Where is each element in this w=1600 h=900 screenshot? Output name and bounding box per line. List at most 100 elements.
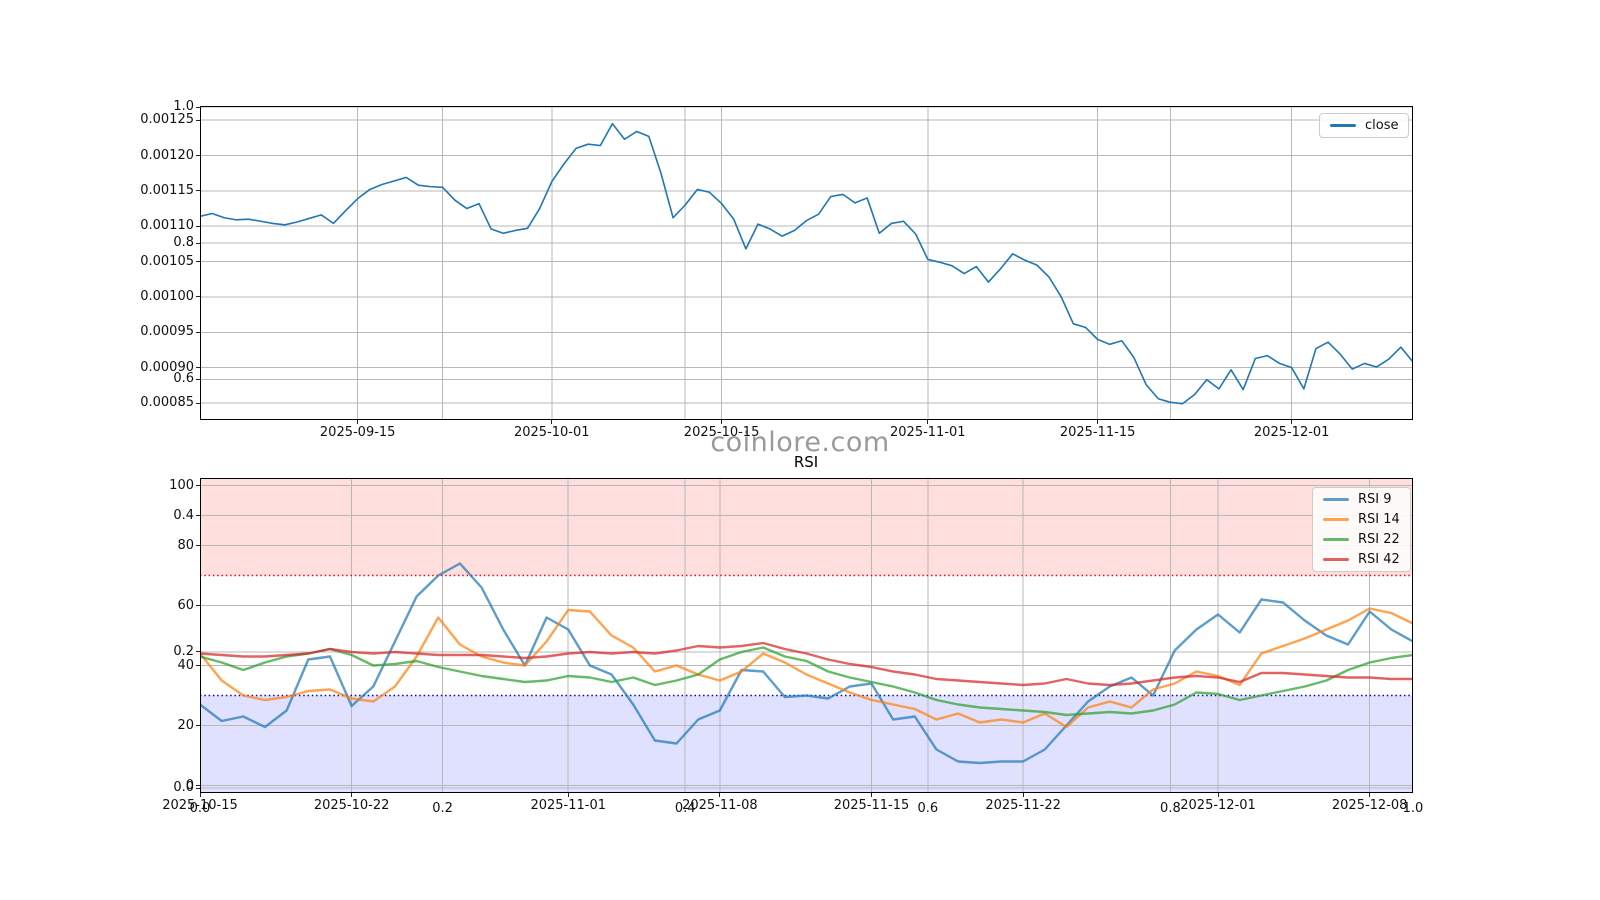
close-chart-legend: close [1319, 113, 1410, 138]
hidden-axis-y-tick-label: 0.6 [173, 371, 194, 387]
x-tick-label: 2025-11-08 [682, 798, 758, 813]
legend-label: RSI 42 [1358, 552, 1400, 567]
legend-entry: RSI 14 [1323, 512, 1400, 527]
hidden-axis-x-tick-label: 0.2 [432, 801, 453, 816]
axes-border [200, 106, 1413, 420]
hidden-axis-x-tick-label: 0.6 [917, 801, 939, 816]
axis-tick-mark [196, 651, 200, 653]
axis-tick-mark [1022, 793, 1024, 797]
axis-tick-mark [196, 785, 200, 786]
hidden-axis-x-tick-label: 0.0 [189, 801, 211, 816]
axis-tick-mark [357, 420, 359, 424]
legend-label: close [1365, 118, 1399, 133]
legend-entry: RSI 42 [1323, 552, 1400, 567]
axis-tick-mark [196, 725, 200, 726]
y-tick-label: 0.00115 [140, 182, 194, 198]
axis-tick-mark [196, 190, 200, 192]
legend-entry: RSI 22 [1323, 532, 1400, 547]
x-tick-label: 2025-12-01 [1180, 798, 1256, 813]
x-tick-label: 2025-11-15 [833, 798, 910, 813]
axis-tick-mark [196, 296, 200, 298]
legend-line-swatch [1323, 558, 1349, 561]
x-tick-label: 2025-09-15 [319, 425, 396, 440]
axis-tick-mark [196, 545, 200, 546]
close-price-chart [200, 106, 1413, 420]
y-tick-label: 0.00105 [140, 253, 194, 269]
x-tick-label: 2025-10-15 [162, 798, 238, 813]
hidden-axis-x-tick-label: 0.8 [1160, 801, 1181, 816]
oversold-band [200, 695, 1413, 793]
legend-label: RSI 14 [1358, 512, 1400, 527]
y-tick-label: 0.00125 [140, 112, 194, 128]
close-line [200, 122, 1413, 405]
legend-label: RSI 22 [1358, 532, 1400, 547]
rsi-14-line [200, 607, 1413, 729]
axis-tick-mark [199, 793, 201, 797]
legend-entry: RSI 9 [1323, 492, 1400, 507]
hidden-axis-y-tick-label: 0.0 [173, 780, 194, 795]
hidden-axis-y-tick-label: 0.8 [173, 235, 194, 251]
legend-entry: close [1330, 118, 1398, 133]
axis-tick-mark [927, 420, 929, 424]
x-tick-label: 2025-10-15 [683, 425, 760, 440]
hidden-axis-y-tick-label: 1.0 [173, 99, 194, 114]
x-tick-label: 2025-10-22 [313, 798, 390, 813]
axis-tick-mark [196, 261, 200, 263]
x-tick-label: 2025-12-08 [1331, 798, 1408, 813]
x-tick-label: 2025-11-01 [530, 798, 606, 813]
y-tick-label: 20 [177, 717, 194, 733]
overbought-band [200, 478, 1413, 576]
axis-tick-mark [1291, 420, 1293, 424]
y-tick-label: 0.00100 [140, 288, 194, 304]
legend-line-swatch [1323, 538, 1349, 541]
y-tick-label: 0.00085 [140, 395, 194, 411]
y-tick-label: 80 [177, 537, 194, 553]
axis-tick-mark [1217, 793, 1219, 797]
axes-border [200, 478, 1413, 793]
y-tick-label: 100 [169, 477, 194, 493]
axis-tick-mark [196, 665, 200, 666]
axis-tick-mark [551, 420, 553, 424]
legend-line-swatch [1323, 518, 1349, 521]
hidden-axis-y-tick-label: 0.2 [173, 643, 194, 659]
rsi-9-line [200, 562, 1413, 765]
axis-tick-mark [1097, 420, 1099, 424]
hidden-axis-x-tick-label: 0.4 [674, 801, 696, 816]
y-tick-label: 60 [177, 597, 194, 613]
x-tick-label: 2025-11-15 [1059, 425, 1136, 440]
axis-tick-mark [196, 225, 200, 227]
axis-tick-mark [567, 793, 569, 797]
hidden-axis-y-tick-label: 0.4 [173, 507, 194, 523]
axis-tick-mark [721, 420, 723, 424]
axis-tick-mark [196, 402, 200, 404]
axis-tick-mark [1369, 793, 1371, 797]
rsi-22-line [200, 646, 1413, 717]
rsi-42-line [200, 641, 1413, 687]
axis-tick-mark [870, 793, 872, 797]
y-tick-label: 0.00095 [140, 324, 194, 340]
axis-tick-mark [196, 378, 200, 380]
y-tick-label: 0.00120 [140, 147, 194, 163]
axis-tick-mark [196, 485, 200, 486]
rsi-chart-title: RSI [793, 453, 819, 471]
axis-tick-mark [196, 242, 200, 244]
axis-tick-mark [196, 106, 200, 108]
x-tick-label: 2025-10-01 [513, 425, 590, 440]
axis-tick-mark [196, 787, 200, 789]
axis-tick-mark [196, 515, 200, 517]
axis-tick-mark [351, 793, 353, 797]
axis-tick-mark [196, 119, 200, 121]
axis-tick-mark [196, 605, 200, 606]
rsi-chart-legend: RSI 9 RSI 14 RSI 22 RSI 42 [1312, 487, 1411, 572]
legend-label: RSI 9 [1358, 492, 1392, 507]
x-tick-label: 2025-11-01 [890, 425, 966, 440]
legend-line-swatch [1330, 124, 1356, 127]
y-tick-label: 0.00090 [140, 359, 194, 375]
rsi-chart [200, 478, 1413, 793]
axis-tick-mark [196, 155, 200, 156]
axis-tick-mark [719, 793, 721, 797]
axis-tick-mark [196, 367, 200, 369]
x-tick-label: 2025-12-01 [1253, 425, 1330, 440]
y-tick-label: 0 [185, 777, 194, 793]
